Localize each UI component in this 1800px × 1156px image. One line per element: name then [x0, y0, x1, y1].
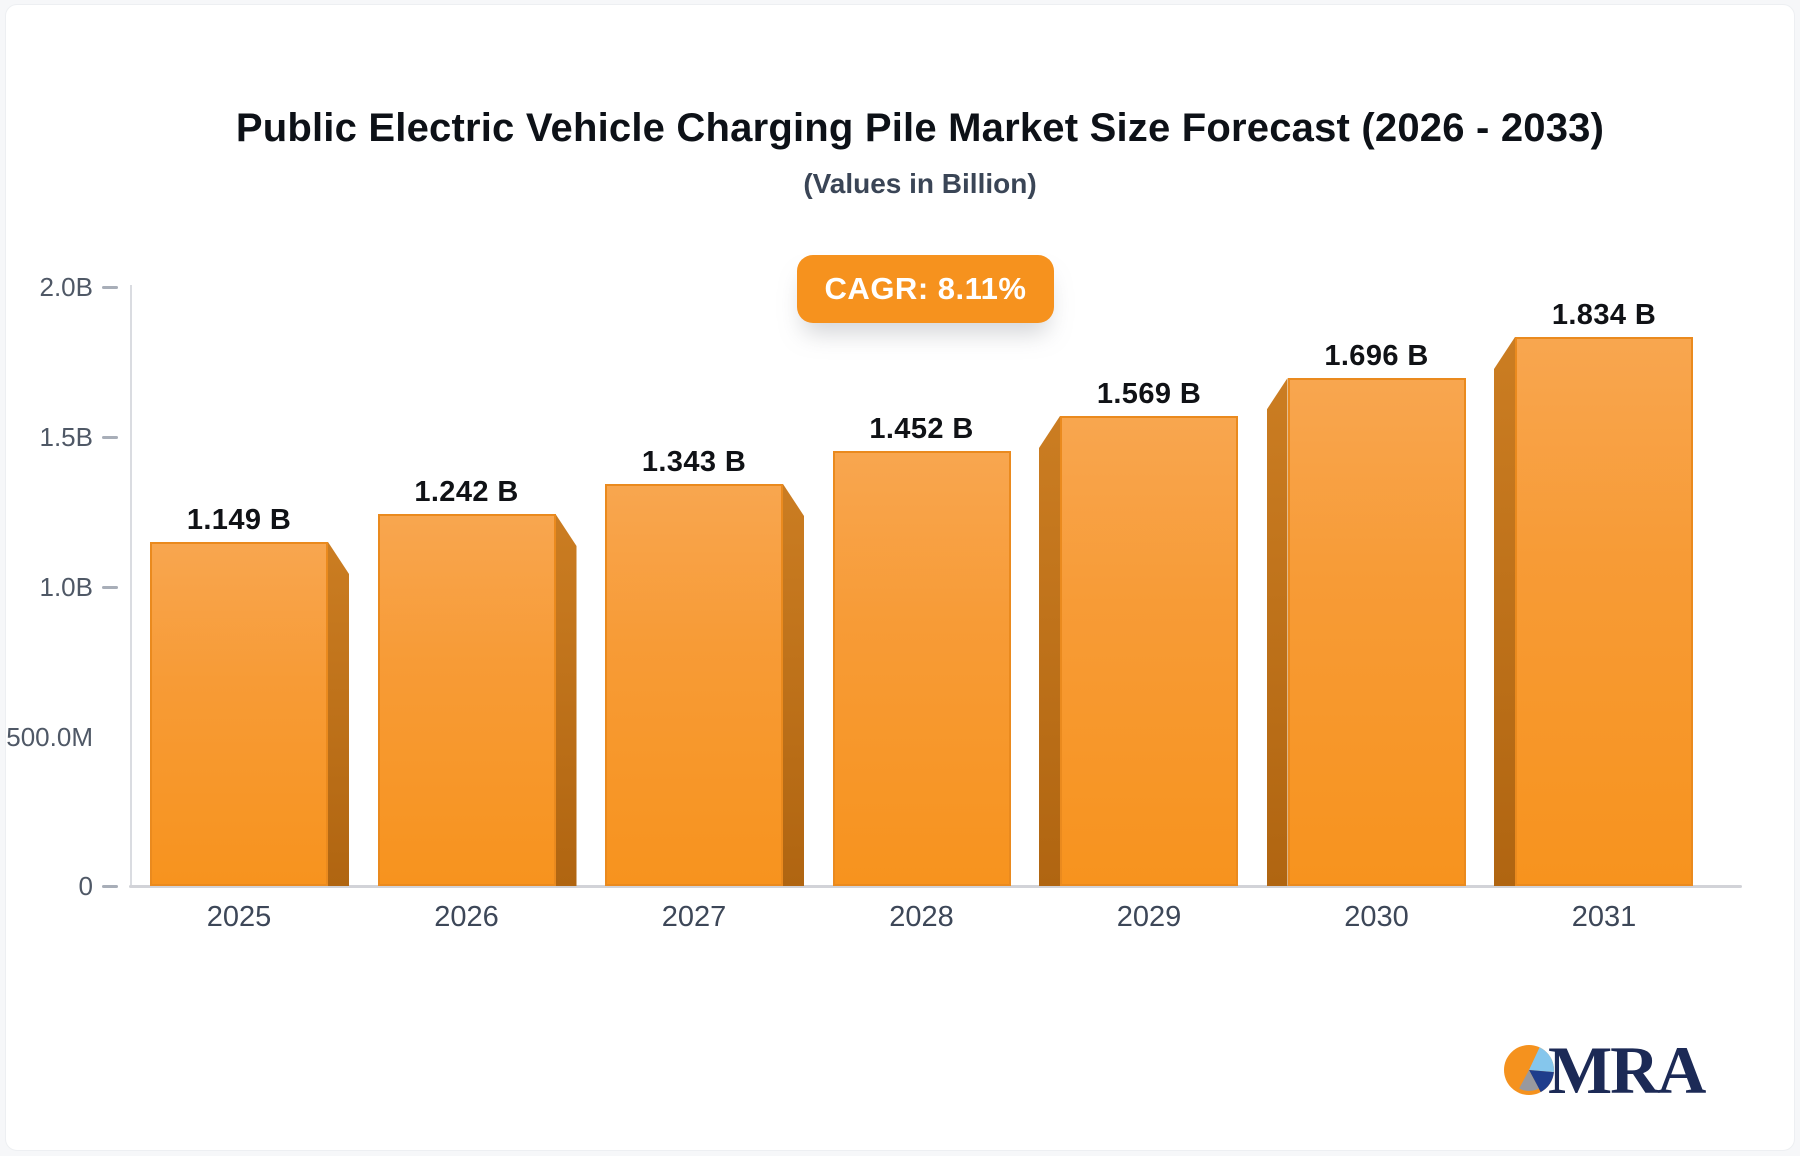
y-tick-label: 0 — [78, 871, 93, 901]
y-tick-1-0b: 1.0B — [0, 572, 118, 602]
bar-face — [377, 514, 556, 886]
bar-face — [832, 451, 1011, 886]
bar-face — [150, 542, 328, 886]
bar-face — [1287, 378, 1466, 886]
chart-subtitle: (Values in Billion) — [803, 168, 1037, 199]
mra-logo-pie-icon — [1504, 1045, 1554, 1095]
bar-face — [605, 484, 783, 886]
y-tick-500m: 500.0M — [0, 722, 118, 752]
y-tick-1-5b: 1.5B — [0, 422, 118, 452]
tick-dash-icon — [102, 884, 118, 888]
y-tick-label: 500.0M — [6, 722, 93, 752]
y-tick-0: 0 — [0, 871, 118, 901]
bar-3d-side — [1039, 416, 1060, 886]
bar-3d-side — [555, 514, 577, 886]
x-tick-label: 2029 — [1116, 901, 1182, 933]
x-tick-label: 2031 — [1571, 901, 1637, 933]
bar-3d-side — [783, 484, 804, 886]
bar-3d-side — [1494, 337, 1515, 886]
bar-face — [1515, 337, 1693, 886]
bar-3d-side — [328, 542, 349, 886]
y-tick-2-0b: 2.0B — [0, 272, 118, 302]
bar-value-label: 1.343 B — [641, 446, 747, 478]
x-tick-label: 2030 — [1344, 901, 1409, 933]
cagr-badge: CAGR: 8.11% — [797, 255, 1054, 323]
bar-value-label: 1.452 B — [869, 413, 974, 445]
y-axis-line — [130, 285, 132, 887]
bar-value-label: 1.569 B — [1096, 378, 1202, 410]
bar-value-label: 1.834 B — [1551, 299, 1657, 331]
tick-dash-icon — [102, 435, 118, 439]
bar-value-label: 1.242 B — [414, 476, 519, 508]
x-axis-baseline — [129, 885, 1742, 888]
mra-logo-text: MRA — [1548, 1032, 1706, 1108]
y-tick-label: 2.0B — [39, 272, 94, 302]
tick-dash-icon — [102, 285, 118, 289]
bar-face — [1060, 416, 1238, 886]
x-tick-label: 2025 — [206, 901, 272, 933]
bar-value-label: 1.149 B — [186, 504, 292, 536]
bar-3d-side — [1266, 378, 1288, 886]
chart-title: Public Electric Vehicle Charging Pile Ma… — [235, 106, 1605, 150]
mra-logo: MRA — [1502, 1032, 1706, 1108]
cagr-badge-label: CAGR: 8.11% — [824, 271, 1027, 306]
x-tick-label: 2027 — [661, 901, 727, 933]
y-tick-label: 1.5B — [39, 422, 94, 452]
x-tick-label: 2028 — [889, 901, 954, 933]
y-tick-label: 1.0B — [39, 572, 94, 602]
tick-dash-icon — [102, 585, 118, 589]
x-tick-label: 2026 — [434, 901, 499, 933]
bar-value-label: 1.696 B — [1324, 340, 1429, 372]
